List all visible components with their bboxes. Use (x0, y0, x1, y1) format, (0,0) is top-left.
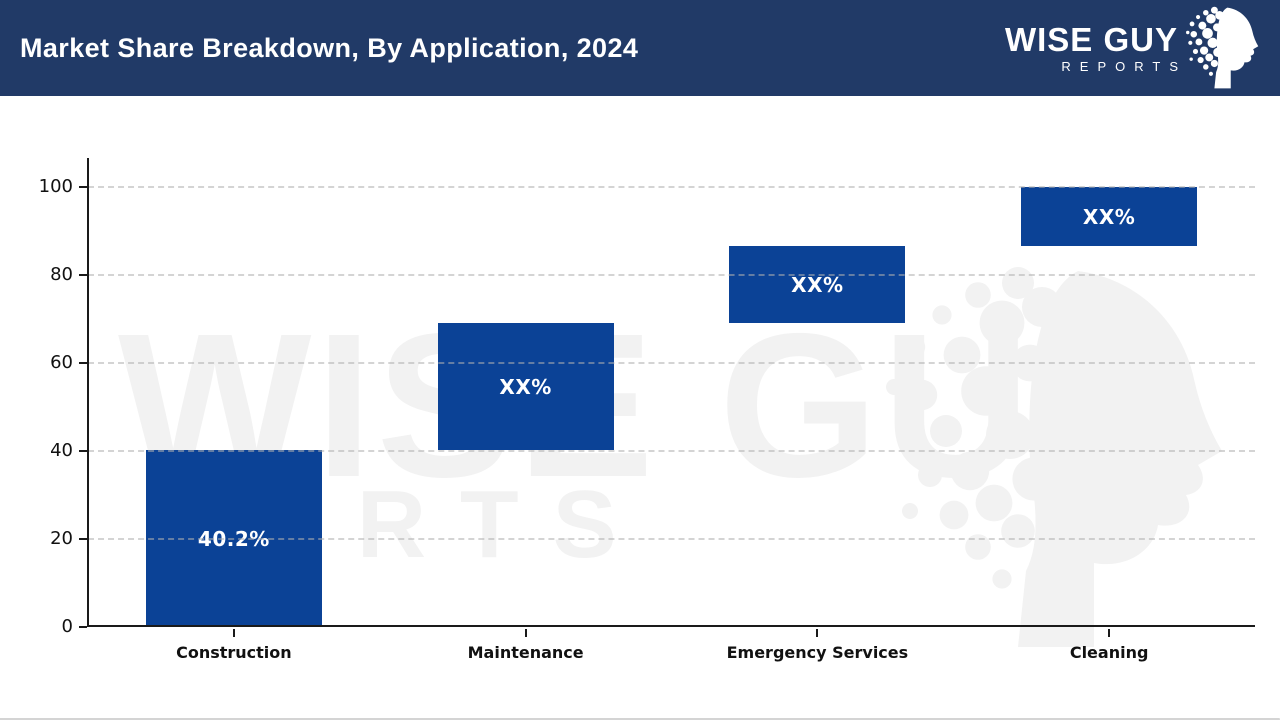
wiseguy-logo: WISE GUY REPORTS (1005, 5, 1266, 91)
bar-value-label: XX% (1082, 204, 1136, 229)
y-tick-label: 100 (38, 176, 73, 197)
y-axis-line (87, 158, 89, 625)
y-tick-mark (79, 538, 87, 540)
logo-wordmark: WISE GUY (1004, 20, 1178, 58)
wiseguy-logo-text: WISE GUY REPORTS (1004, 20, 1178, 74)
x-axis-line (87, 625, 1255, 627)
watermark-face-icon (886, 267, 1222, 647)
gridline (88, 186, 1255, 188)
x-category-label: Emergency Services (726, 643, 909, 662)
page-title: Market Share Breakdown, By Application, … (20, 32, 639, 63)
x-tick-mark (524, 629, 527, 637)
y-tick-mark (79, 186, 87, 188)
x-tick-mark (816, 629, 819, 637)
x-category-label: Construction (176, 643, 292, 662)
y-tick-label: 40 (50, 440, 73, 461)
x-category-label: Maintenance (467, 643, 584, 662)
bar-cleaning: XX% (1021, 187, 1198, 247)
x-tick-mark (1108, 629, 1111, 637)
header-bar: Market Share Breakdown, By Application, … (0, 0, 1280, 96)
x-tick-mark (232, 629, 235, 637)
bar-value-label: XX% (791, 272, 844, 297)
y-tick-mark (79, 450, 87, 452)
y-tick-label: 20 (50, 528, 73, 549)
bar-maintenance: XX% (437, 323, 614, 451)
gridline (88, 362, 1255, 364)
wiseguy-face-icon (1186, 6, 1259, 89)
y-tick-label: 0 (61, 616, 73, 637)
logo-subtext: REPORTS (1061, 58, 1187, 74)
gridline (88, 274, 1255, 276)
y-tick-mark (79, 626, 87, 628)
bar-value-label: XX% (499, 374, 552, 399)
x-category-label: Cleaning (1069, 643, 1149, 662)
gridline (88, 450, 1255, 452)
chart-area: WISE GU PORTS 40.2% XX% XX% XX% 0 20 40 60 80 10… (0, 96, 1280, 718)
gridline (88, 538, 1255, 540)
y-tick-mark (79, 274, 87, 276)
y-tick-label: 60 (50, 352, 73, 373)
y-tick-mark (79, 362, 87, 364)
y-tick-label: 80 (50, 264, 73, 285)
bar-emergency-services: XX% (729, 246, 906, 324)
